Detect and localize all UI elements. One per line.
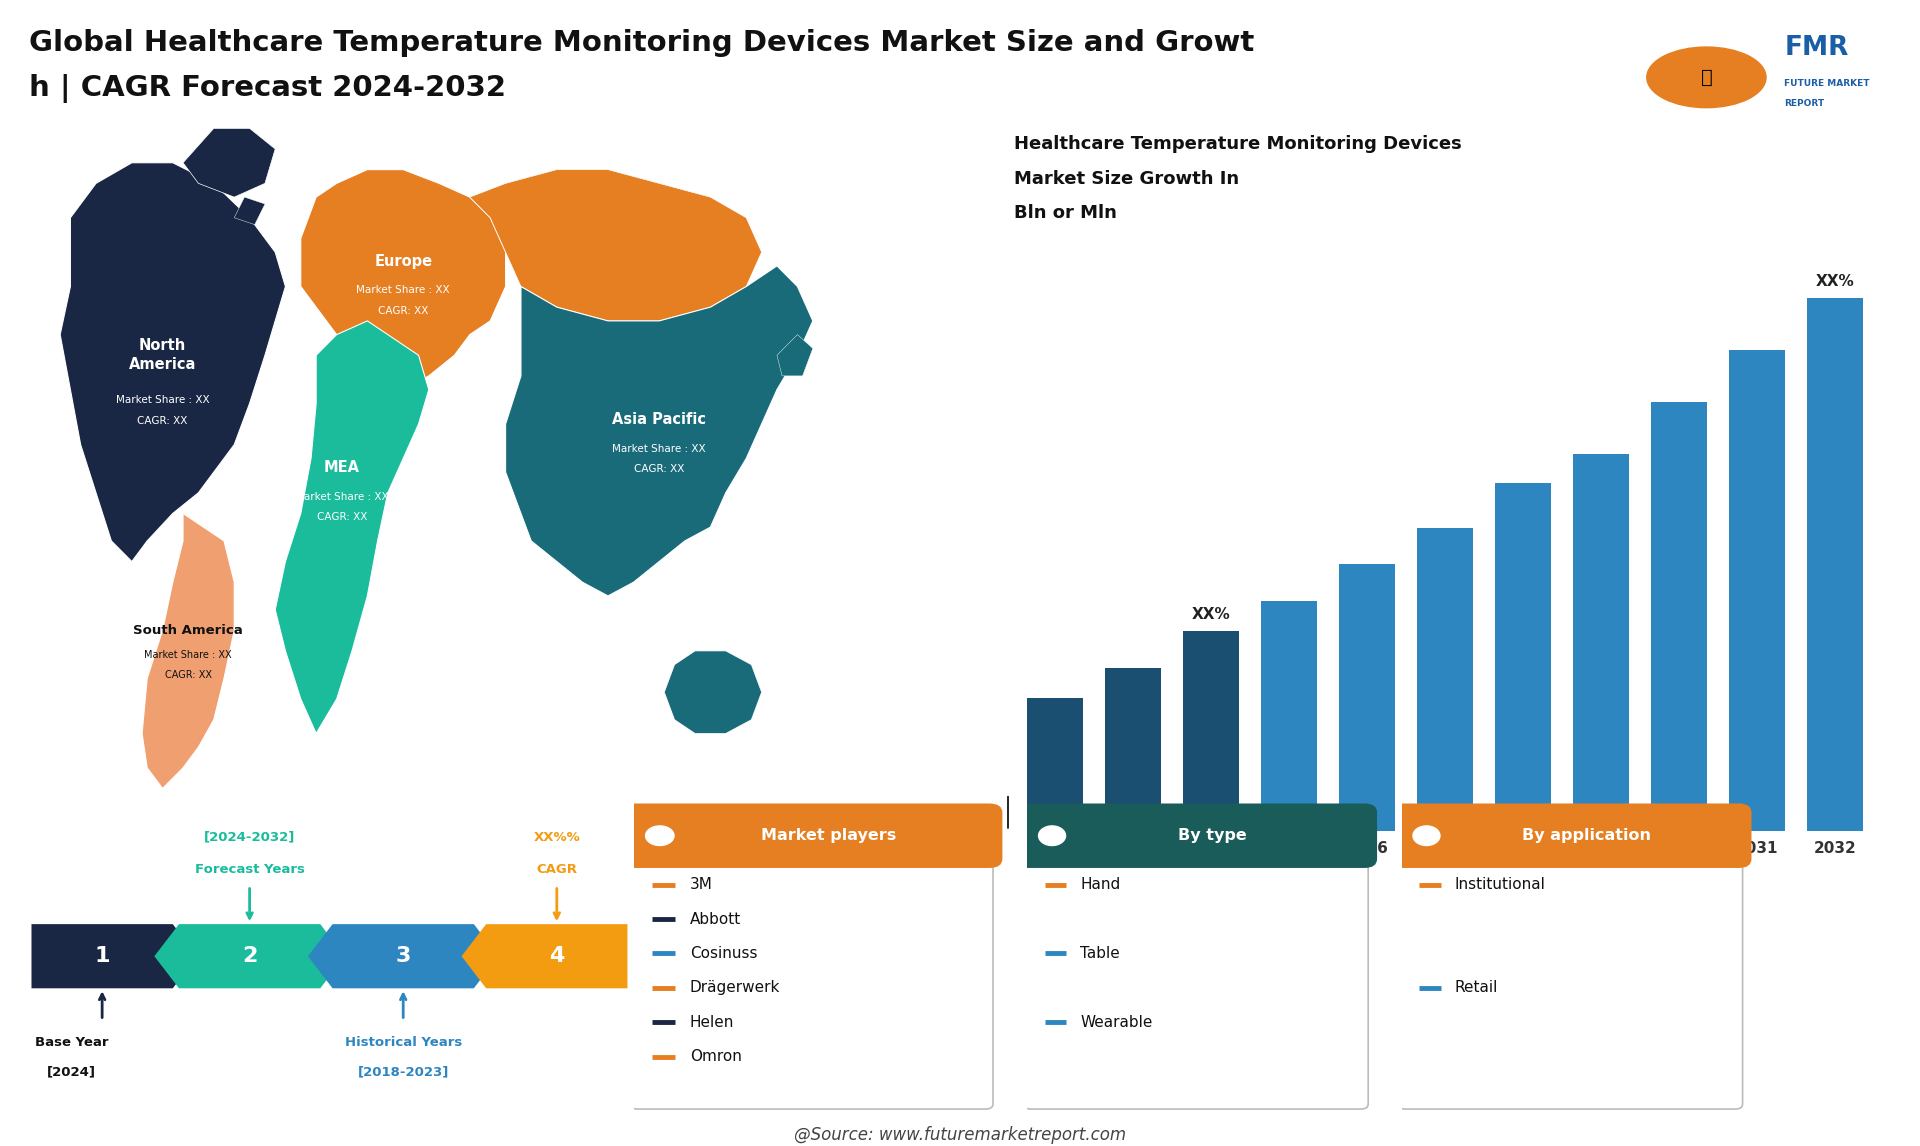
- Bar: [1027, 698, 1083, 831]
- Bar: [1807, 298, 1862, 831]
- Bar: [1494, 484, 1551, 831]
- Text: By type: By type: [1177, 829, 1246, 843]
- Text: Bln or Mln: Bln or Mln: [1014, 204, 1117, 222]
- Text: Market Share : XX: Market Share : XX: [296, 492, 388, 502]
- Polygon shape: [60, 163, 286, 562]
- Text: Drägerwerk: Drägerwerk: [689, 980, 780, 996]
- Text: Retail: Retail: [1455, 980, 1498, 996]
- Text: CAGR: XX: CAGR: XX: [634, 464, 684, 474]
- Polygon shape: [275, 321, 428, 733]
- Bar: [1572, 454, 1628, 831]
- Text: CAGR: XX: CAGR: XX: [378, 306, 428, 316]
- Text: CAGR: XX: CAGR: XX: [138, 416, 188, 426]
- Text: Market Size Growth In: Market Size Growth In: [1014, 170, 1238, 188]
- Text: [2024]: [2024]: [46, 1066, 96, 1078]
- Polygon shape: [307, 924, 499, 988]
- Circle shape: [1413, 826, 1440, 846]
- Polygon shape: [664, 651, 762, 733]
- Text: Abbott: Abbott: [689, 911, 741, 927]
- Polygon shape: [470, 170, 762, 321]
- Text: Cosinuss: Cosinuss: [689, 945, 756, 961]
- Text: Base Year: Base Year: [35, 1036, 108, 1050]
- Text: 3: 3: [396, 947, 411, 966]
- FancyBboxPatch shape: [620, 803, 1002, 868]
- Text: MEA: MEA: [324, 461, 359, 476]
- Text: REPORT: REPORT: [1784, 100, 1824, 108]
- Text: Market players: Market players: [760, 829, 897, 843]
- Text: @Source: www.futuremarketreport.com: @Source: www.futuremarketreport.com: [795, 1127, 1125, 1144]
- Text: 🔭: 🔭: [1701, 68, 1713, 87]
- Text: Global Healthcare Temperature Monitoring Devices Market Size and Growt: Global Healthcare Temperature Monitoring…: [29, 29, 1254, 56]
- Circle shape: [1647, 47, 1766, 108]
- Polygon shape: [154, 924, 346, 988]
- Text: By application: By application: [1523, 829, 1651, 843]
- Polygon shape: [778, 335, 812, 376]
- Text: North
America: North America: [129, 338, 196, 372]
- Text: 2: 2: [242, 947, 257, 966]
- Text: [2018-2023]: [2018-2023]: [357, 1066, 449, 1078]
- Text: Market Share : XX: Market Share : XX: [357, 285, 449, 296]
- Polygon shape: [461, 924, 628, 988]
- Text: [2024-2032]: [2024-2032]: [204, 831, 296, 843]
- Text: Omron: Omron: [689, 1049, 741, 1065]
- Bar: [1261, 602, 1317, 831]
- Text: South America: South America: [132, 623, 244, 637]
- Text: Europe: Europe: [374, 254, 432, 269]
- Text: CAGR: XX: CAGR: XX: [165, 670, 211, 681]
- Text: Market Share : XX: Market Share : XX: [144, 650, 232, 660]
- Text: CAGR: XX: CAGR: XX: [317, 512, 367, 523]
- Text: Healthcare Temperature Monitoring Devices: Healthcare Temperature Monitoring Device…: [1014, 135, 1461, 154]
- Text: 4: 4: [549, 947, 564, 966]
- Text: Table: Table: [1081, 945, 1119, 961]
- Text: XX%: XX%: [1192, 607, 1231, 622]
- Text: h | CAGR Forecast 2024-2032: h | CAGR Forecast 2024-2032: [29, 74, 505, 103]
- Polygon shape: [234, 197, 265, 225]
- FancyBboxPatch shape: [1390, 803, 1751, 868]
- Bar: [1417, 527, 1473, 831]
- Text: Historical Years: Historical Years: [344, 1036, 463, 1050]
- Text: 3M: 3M: [689, 877, 712, 893]
- Text: Helen: Helen: [689, 1014, 733, 1030]
- Bar: [1183, 631, 1238, 831]
- Polygon shape: [505, 266, 812, 596]
- Circle shape: [1039, 826, 1066, 846]
- Text: Forecast Years: Forecast Years: [194, 863, 305, 876]
- Text: FUTURE MARKET: FUTURE MARKET: [1784, 79, 1870, 88]
- Polygon shape: [142, 513, 234, 788]
- Circle shape: [645, 826, 674, 846]
- Bar: [1104, 668, 1162, 831]
- Polygon shape: [31, 924, 198, 988]
- Text: Wearable: Wearable: [1081, 1014, 1152, 1030]
- Bar: [1651, 402, 1707, 831]
- Bar: [1728, 350, 1786, 831]
- Text: Market Share : XX: Market Share : XX: [612, 444, 707, 454]
- Text: 1: 1: [94, 947, 109, 966]
- Text: CAGR: CAGR: [536, 863, 578, 876]
- Polygon shape: [182, 128, 275, 197]
- Text: Institutional: Institutional: [1455, 877, 1546, 893]
- Text: Market Share : XX: Market Share : XX: [115, 395, 209, 406]
- Text: XX%: XX%: [1816, 274, 1855, 289]
- FancyBboxPatch shape: [1016, 803, 1377, 868]
- Text: Asia Pacific: Asia Pacific: [612, 413, 707, 427]
- Polygon shape: [301, 170, 505, 390]
- Text: FMR: FMR: [1784, 36, 1849, 62]
- Text: XX%%: XX%%: [534, 831, 580, 843]
- Bar: [1338, 565, 1394, 831]
- Text: Hand: Hand: [1081, 877, 1121, 893]
